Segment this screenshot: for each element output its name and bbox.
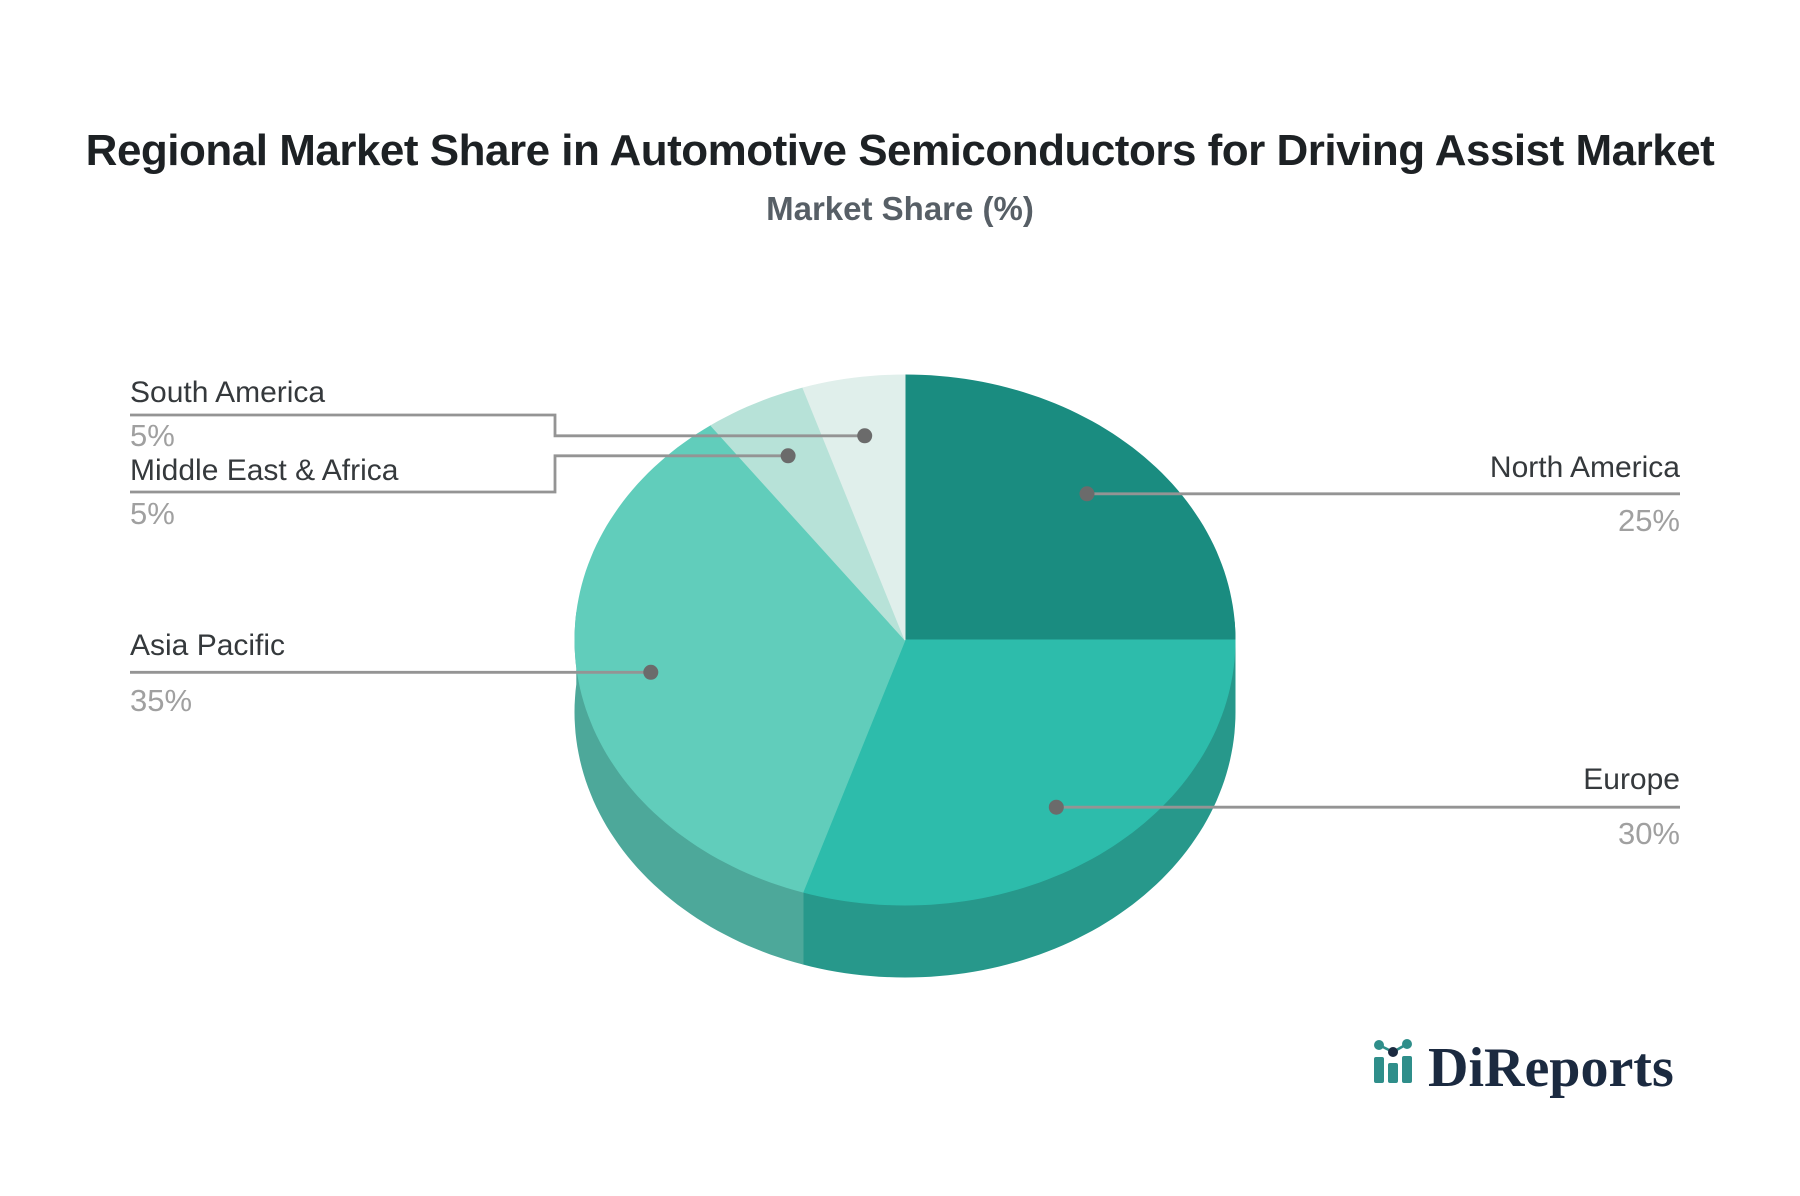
slice-value-south-america: 5% xyxy=(130,418,175,453)
logo-wordmark: DiReports xyxy=(1428,1037,1674,1099)
leader-dot-europe xyxy=(1048,799,1064,815)
leader-dot-south-america xyxy=(857,428,873,444)
slice-label-middle-east-africa: Middle East & Africa xyxy=(130,454,399,487)
pie-slice-europe xyxy=(802,639,1236,906)
slice-value-middle-east-africa: 5% xyxy=(130,496,175,531)
slice-value-north-america: 25% xyxy=(1617,503,1680,538)
pie-slice-south-america xyxy=(802,374,906,641)
leader-dot-north-america xyxy=(1079,486,1095,502)
leader-dot-middle-east-africa xyxy=(780,448,796,464)
leader-dot-asia-pacific xyxy=(643,664,659,680)
slice-value-europe: 30% xyxy=(1617,816,1680,851)
leader-line-middle-east-africa xyxy=(130,454,789,494)
pie-slice-asia-pacific xyxy=(574,424,906,893)
bar-chart-with-trendline-icon xyxy=(1374,1039,1412,1083)
pie-slice-middle-east-africa xyxy=(710,387,906,641)
leader-line-south-america xyxy=(130,413,865,438)
pie-slice-north-america xyxy=(904,374,1236,641)
slice-label-north-america: North America xyxy=(1489,451,1680,484)
slice-label-asia-pacific: Asia Pacific xyxy=(130,629,286,662)
page-title: Regional Market Share in Automotive Semi… xyxy=(85,126,1715,175)
slice-label-south-america: South America xyxy=(130,376,326,409)
chart-subtitle: Market Share (%) xyxy=(766,190,1034,227)
slice-value-asia-pacific: 35% xyxy=(130,683,193,718)
slice-label-europe: Europe xyxy=(1583,763,1680,796)
